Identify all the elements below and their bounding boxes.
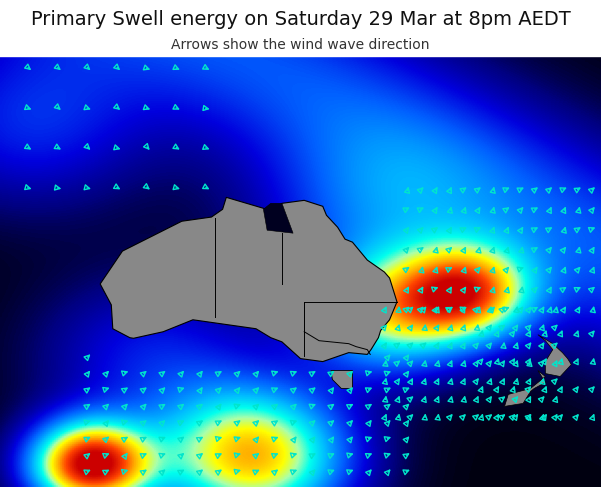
Polygon shape — [331, 371, 352, 389]
Text: Primary Swell energy on Saturday 29 Mar at 8pm AEDT: Primary Swell energy on Saturday 29 Mar … — [31, 10, 570, 29]
Text: Arrows show the wind wave direction: Arrows show the wind wave direction — [171, 38, 430, 52]
Polygon shape — [263, 203, 293, 233]
Polygon shape — [538, 335, 572, 376]
Polygon shape — [100, 197, 397, 361]
Polygon shape — [505, 371, 545, 406]
